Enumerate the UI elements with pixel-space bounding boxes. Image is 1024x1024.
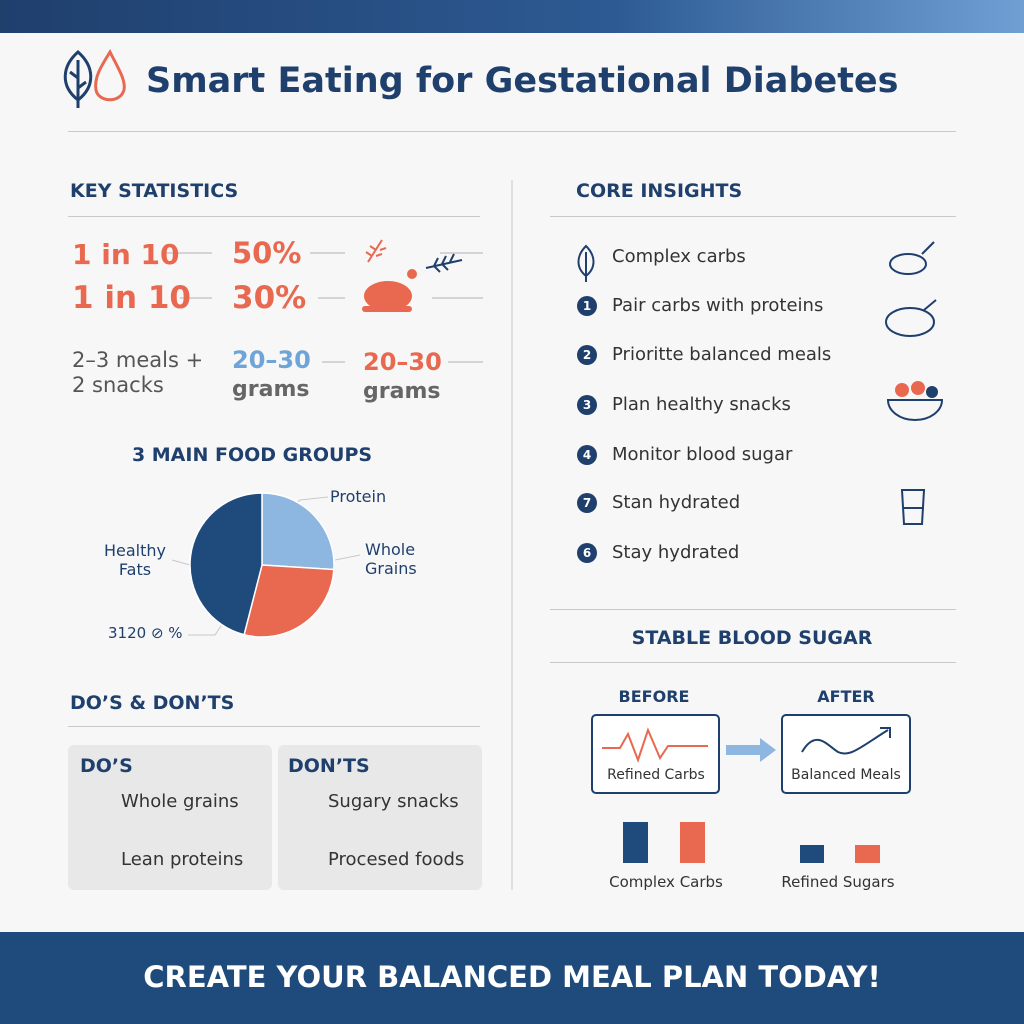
insight-marker: 6 [577,543,597,563]
pie [189,492,335,638]
insight-text: Plan healthy snacks [612,394,791,415]
grams-unit: grams [363,379,441,404]
top-banner [0,0,1024,33]
list-item: Whole grains [121,791,239,812]
before-caption: Refined Carbs [607,767,705,783]
dos-title: DO’S [80,755,133,777]
section-rule [68,726,480,727]
stat-dashes [162,252,483,363]
meals-stat: 2–3 meals + 2 snacks [72,348,204,398]
title-rule [68,131,956,132]
pie-slice [243,564,335,638]
insight-text: Stay hydrated [612,542,740,563]
page-title: Smart Eating for Gestational Diabetes [146,61,899,101]
stat: 1 in 10 [72,238,180,271]
section-rule [550,216,956,217]
insight-marker: 4 [577,445,597,465]
pie-title: 3 MAIN FOOD GROUPS [131,444,373,466]
bar-label: Complex Carbs [609,873,723,891]
section-rule [550,609,956,610]
insight-text: Complex carbs [612,246,746,267]
before-label: BEFORE [618,687,690,706]
section-rule [550,662,956,663]
section-heading: DO’S & DON’TS [70,692,235,714]
insight-text: Stan hydrated [612,492,741,513]
list-item: Lean proteins [121,849,244,870]
dos-box [68,745,272,890]
pie-annotation: 3120 ⊘ % [108,624,183,642]
bar-label: Refined Sugars [781,873,895,891]
list-item: Sugary snacks [328,791,459,812]
footer [0,932,1024,1024]
grams-amount: 20–30 [363,348,442,376]
pie-slice [261,492,335,571]
stat: 30% [232,280,307,316]
food-icons [362,239,463,312]
section-heading: STABLE BLOOD SUGAR [631,627,873,649]
section-heading: CORE INSIGHTS [576,180,743,202]
logo-icon [63,48,126,108]
insight-text: Prioritte balanced meals [612,344,832,365]
donts-box [278,745,482,890]
pie-label: Whole Grains [365,540,417,579]
insight-text: Monitor blood sugar [612,444,793,465]
stat: 1 in 10 [72,280,191,316]
insight-marker: 2 [577,345,597,365]
insight-text: Pair carbs with proteins [612,295,824,316]
grams-unit: grams [232,377,310,402]
pie-label: Healthy Fats [103,541,166,580]
footer-cta[interactable]: CREATE YOUR BALANCED MEAL PLAN TODAY! [143,960,881,994]
pie-label: Protein [330,487,387,506]
stat: 50% [232,236,302,270]
section-rule [68,216,480,217]
after-label: AFTER [817,687,875,706]
pie-slice [189,492,263,636]
section-heading: KEY STATISTICS [70,180,239,202]
insight-icons [577,241,944,525]
insight-marker: 1 [577,296,597,316]
blood-sugar-art [591,714,911,863]
insight-marker: 3 [577,395,597,415]
list-item: Procesed foods [328,849,465,870]
grams-amount: 20–30 [232,346,311,374]
insight-marker: 7 [577,493,597,513]
donts-title: DON’TS [288,755,370,777]
after-caption: Balanced Meals [791,767,901,783]
